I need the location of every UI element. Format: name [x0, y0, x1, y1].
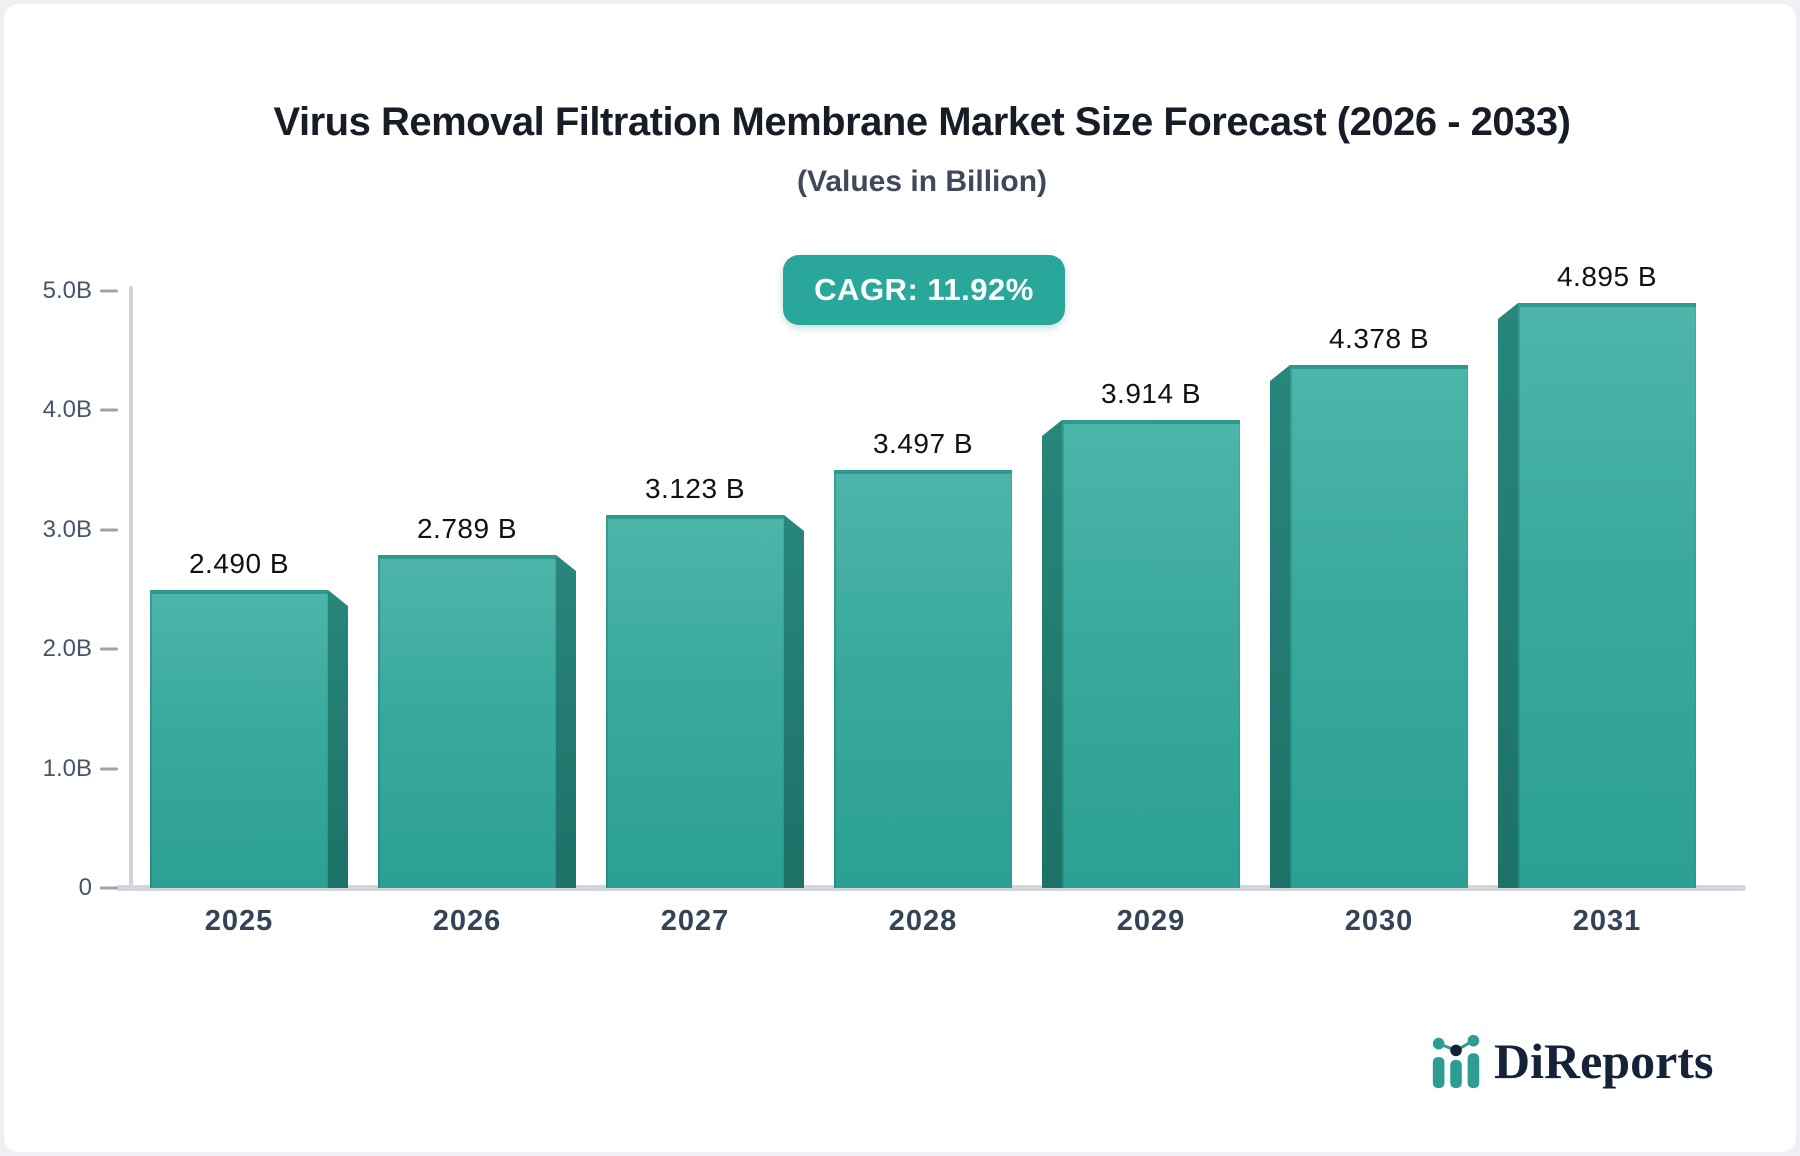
- x-axis-label: 2030: [1344, 905, 1414, 937]
- y-axis-tick-mark: [100, 289, 118, 292]
- bar-2029: [1062, 420, 1240, 888]
- x-axis-label: 2027: [660, 905, 730, 937]
- bar-value-label: 3.123 B: [644, 473, 746, 504]
- y-axis-tick-mark: [100, 528, 118, 531]
- bar-value-label: 3.914 B: [1100, 378, 1202, 409]
- logo-text: DiReports: [1494, 1033, 1714, 1089]
- bar-2030: [1290, 365, 1468, 888]
- bar-chart-logo-icon: [1432, 1034, 1480, 1089]
- y-axis-tick-mark: [100, 767, 118, 770]
- bar-2025: [150, 590, 328, 888]
- bar-3d-side: [328, 590, 348, 888]
- bar-3d-side: [1042, 420, 1062, 888]
- x-axis-label: 2029: [1116, 905, 1186, 937]
- bar-value-label: 2.490 B: [188, 548, 290, 579]
- chart-subtitle: (Values in Billion): [796, 165, 1048, 198]
- x-axis-baseline: [116, 885, 1746, 891]
- bar-value-label: 3.497 B: [872, 428, 974, 459]
- bar-value-label: 2.789 B: [416, 513, 518, 544]
- bar-3d-side: [784, 515, 804, 888]
- bar-2028: [834, 470, 1012, 888]
- bar-3d-side: [1270, 365, 1290, 888]
- bar-value-label: 4.895 B: [1556, 261, 1658, 292]
- bar-2027: [606, 515, 784, 888]
- y-axis-tick-mark: [100, 647, 118, 651]
- y-axis-tick-label: 1.0B: [42, 754, 92, 782]
- y-axis-tick-mark: [100, 886, 118, 890]
- y-axis-tick-label: 3.0B: [42, 515, 92, 543]
- cagr-badge: CAGR: 11.92%: [783, 255, 1065, 325]
- chart-title: Virus Removal Filtration Membrane Market…: [273, 100, 1571, 144]
- y-axis-tick-label: 5.0B: [42, 276, 92, 304]
- y-axis-tick-label: 4.0B: [42, 396, 92, 423]
- y-axis-line: [129, 286, 133, 888]
- bar-2026: [378, 555, 556, 888]
- y-axis-tick-mark: [100, 408, 118, 412]
- bar-2031: [1518, 303, 1696, 888]
- x-axis-label: 2026: [432, 905, 502, 937]
- x-axis-label: 2025: [204, 905, 274, 937]
- bar-3d-side: [556, 555, 576, 888]
- bar-value-label: 4.378 B: [1328, 323, 1430, 354]
- x-axis-label: 2031: [1572, 905, 1642, 937]
- y-axis-tick-label: 0: [78, 874, 92, 901]
- direports-logo: DiReports: [1428, 1028, 1713, 1094]
- y-axis-tick-label: 2.0B: [42, 635, 92, 662]
- x-axis-label: 2028: [888, 905, 958, 937]
- bar-3d-side: [1498, 303, 1518, 888]
